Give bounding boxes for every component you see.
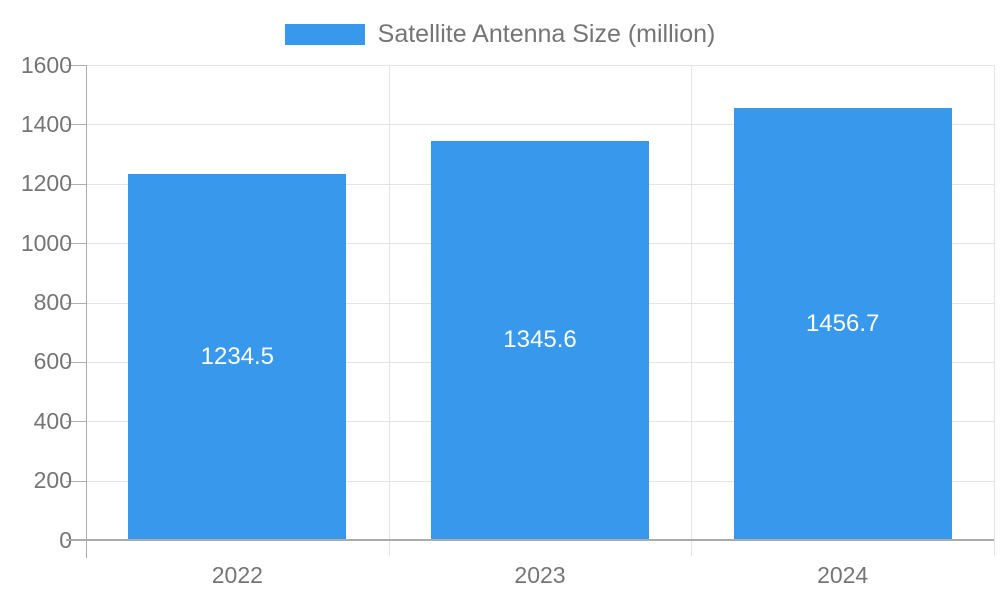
y-axis-line [86, 65, 87, 558]
x-tick-label: 2023 [514, 562, 566, 588]
y-tick [66, 302, 86, 304]
bar-value-label: 1345.6 [503, 326, 577, 354]
y-tick [66, 183, 86, 185]
y-tick [66, 480, 86, 482]
category-separator [691, 65, 693, 556]
legend-label: Satellite Antenna Size (million) [377, 19, 716, 48]
bar-value-label: 1456.7 [805, 309, 880, 337]
legend-swatch [284, 23, 365, 45]
y-tick-label: 200 [33, 467, 72, 494]
x-tick-label: 2022 [211, 562, 263, 588]
y-tick-label: 0 [59, 526, 72, 553]
bar[interactable]: 1456.7 [733, 107, 952, 540]
y-tick-label: 1600 [20, 51, 72, 78]
chart-legend[interactable]: Satellite Antenna Size (million) [0, 19, 1000, 48]
category-separator [994, 65, 995, 556]
y-tick [66, 243, 86, 245]
y-tick-label: 1400 [20, 110, 72, 137]
y-tick [66, 65, 86, 66]
y-tick-label: 1200 [20, 170, 72, 197]
bar-value-label: 1234.5 [200, 342, 275, 370]
category-separator [388, 65, 390, 556]
bar[interactable]: 1345.6 [431, 140, 649, 540]
y-tick [66, 124, 86, 126]
y-tick-label: 600 [33, 348, 72, 375]
y-gridline [86, 124, 994, 126]
y-tick-label: 800 [33, 289, 72, 315]
bar[interactable]: 1234.5 [128, 173, 347, 540]
x-axis-line [66, 539, 994, 541]
y-tick-label: 400 [33, 407, 72, 434]
y-gridline [86, 65, 994, 66]
y-tick-label: 1000 [20, 229, 72, 256]
y-tick [66, 421, 86, 423]
x-tick-label: 2024 [817, 562, 869, 588]
y-tick [66, 361, 86, 363]
